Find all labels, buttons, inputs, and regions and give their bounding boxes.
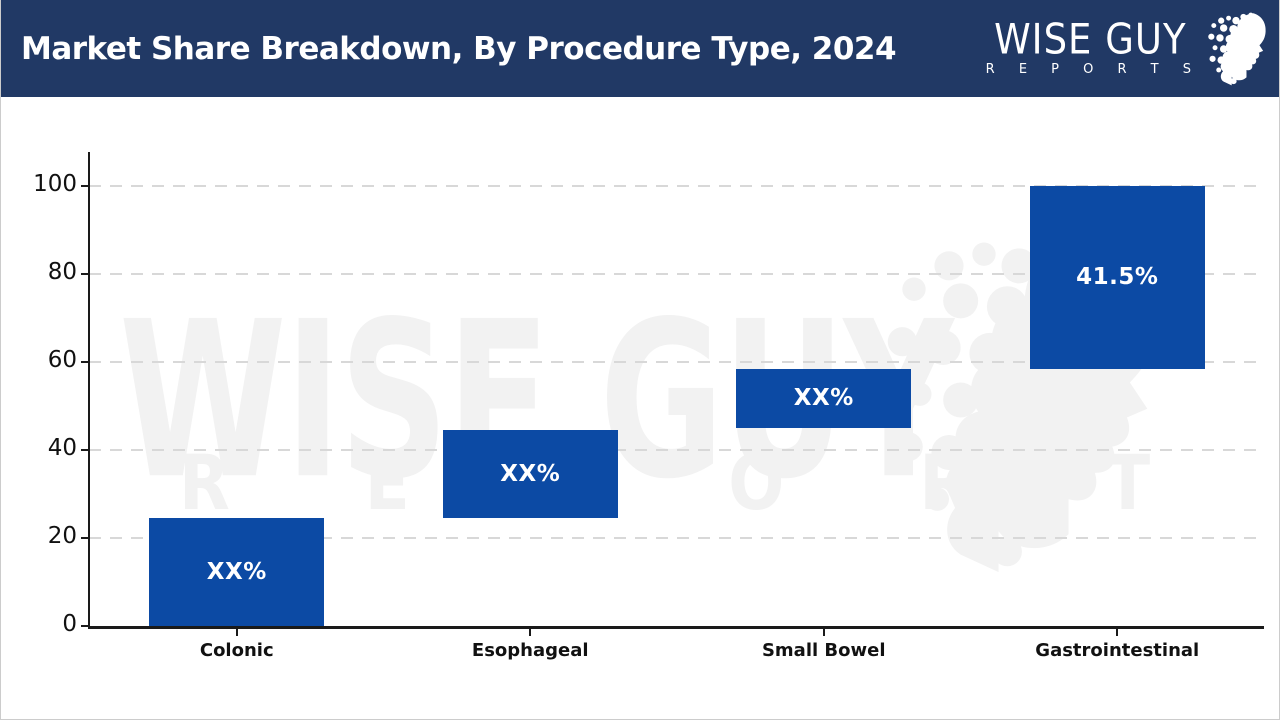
x-axis-label-small-bowel: Small Bowel xyxy=(761,640,886,661)
x-axis-label-gastrointestinal: Gastrointestinal xyxy=(1035,640,1200,661)
bar-value-label: XX% xyxy=(793,385,854,412)
chart-title: Market Share Breakdown, By Procedure Typ… xyxy=(21,30,897,67)
x-tick-mark xyxy=(235,628,238,636)
y-tick-mark xyxy=(81,361,89,363)
chart-area: WISE GUY R E P O R T S 0 20 40 60 80 100 XX% Co… xyxy=(1,97,1279,719)
logo-subtext: R E P O R T S xyxy=(985,61,1201,77)
bar-gastrointestinal: 41.5% xyxy=(1029,186,1205,369)
bar-esophageal: XX% xyxy=(442,430,618,519)
y-axis-line xyxy=(88,152,90,628)
x-tick-mark xyxy=(822,628,825,636)
y-axis-label: 20 xyxy=(47,523,77,549)
y-tick-mark xyxy=(81,449,89,451)
x-tick-mark xyxy=(1116,628,1119,636)
gridline-20 xyxy=(89,537,1264,539)
x-axis-label-colonic: Colonic xyxy=(199,640,274,661)
x-axis-label-esophageal: Esophageal xyxy=(471,640,589,661)
bar-value-label: 41.5% xyxy=(1076,264,1159,291)
x-axis-line xyxy=(88,626,1264,629)
y-tick-mark xyxy=(81,185,89,187)
y-axis-label: 80 xyxy=(47,259,77,285)
bar-colonic: XX% xyxy=(149,518,325,626)
bar-small-bowel: XX% xyxy=(736,368,912,428)
y-tick-mark xyxy=(81,273,89,275)
y-axis-label: 0 xyxy=(62,611,77,637)
header: Market Share Breakdown, By Procedure Typ… xyxy=(1,0,1279,97)
gridline-100 xyxy=(89,185,1264,187)
gridline-60 xyxy=(89,361,1264,363)
gridline-40 xyxy=(89,449,1264,451)
gridline-80 xyxy=(89,273,1264,275)
y-tick-mark xyxy=(81,625,89,627)
y-axis-label: 100 xyxy=(33,171,77,197)
wise-guy-face-icon xyxy=(1205,12,1267,86)
y-axis-label: 60 xyxy=(47,347,77,373)
y-tick-mark xyxy=(81,537,89,539)
logo-wordmark: WISE GUY xyxy=(994,14,1187,64)
x-tick-mark xyxy=(529,628,532,636)
bar-value-label: XX% xyxy=(206,559,267,586)
y-axis-label: 40 xyxy=(47,435,77,461)
wise-guy-logo: WISE GUY R E P O R T S xyxy=(980,12,1267,86)
bar-value-label: XX% xyxy=(500,461,561,488)
